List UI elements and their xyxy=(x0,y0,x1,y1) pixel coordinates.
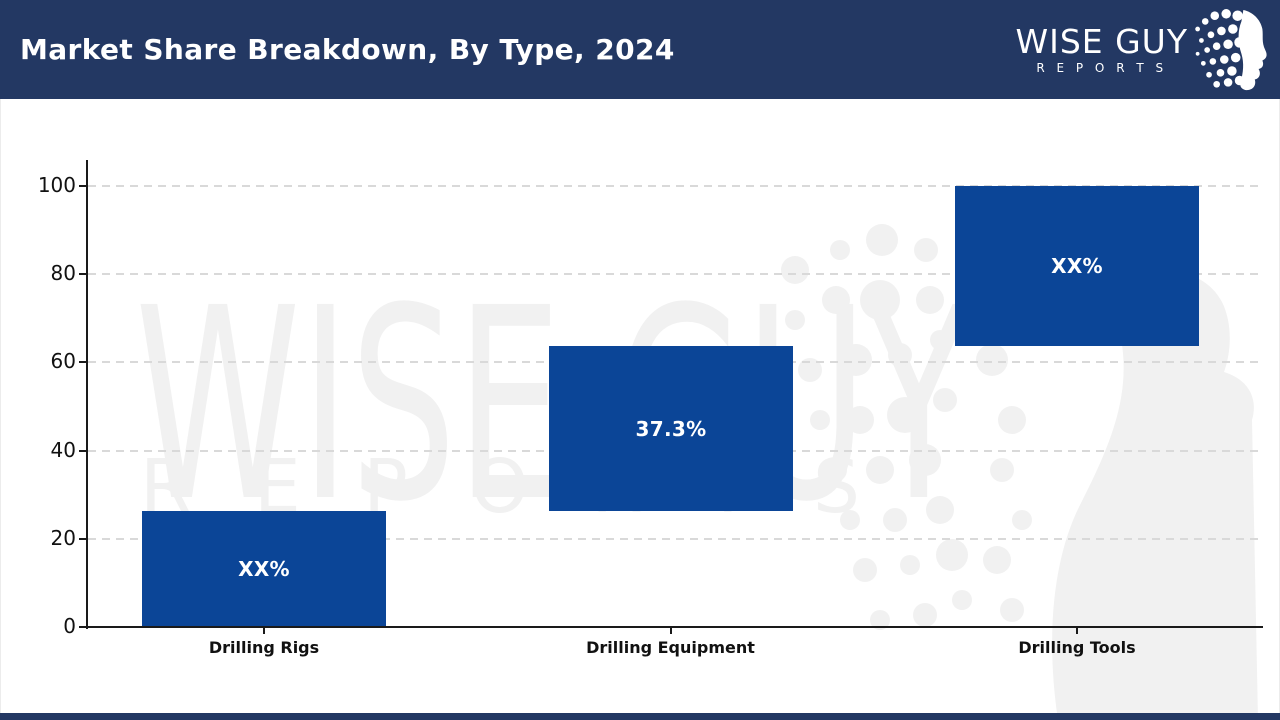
y-tick-label: 60 xyxy=(50,349,76,373)
logo-wordmark: WISE GUY xyxy=(1015,22,1188,61)
bar-value-label: XX% xyxy=(1051,254,1103,278)
logo-subtext: R E P O R T S xyxy=(1036,61,1168,75)
y-tick-mark xyxy=(79,273,86,275)
gridline xyxy=(88,538,1263,540)
y-tick-mark xyxy=(79,626,86,628)
logo-face-icon xyxy=(1195,8,1267,90)
y-tick-mark xyxy=(79,361,86,363)
y-tick-mark xyxy=(79,538,86,540)
y-tick-mark xyxy=(79,450,86,452)
x-tick-mark xyxy=(669,628,672,634)
y-tick-label: 0 xyxy=(63,614,76,638)
x-tick-mark xyxy=(1076,628,1078,634)
x-tick-mark xyxy=(263,628,265,634)
bar: 37.3% xyxy=(549,346,793,511)
wiseguy-logo: WISE GUY R E P O R T S xyxy=(1015,4,1270,96)
header-bar: Market Share Breakdown, By Type, 2024 WI… xyxy=(0,0,1280,99)
gridline xyxy=(88,185,1263,187)
x-axis-line xyxy=(86,626,1263,628)
y-tick-label: 20 xyxy=(50,526,76,550)
bar-value-label: 37.3% xyxy=(635,416,707,441)
watermark-face-dots xyxy=(781,224,1258,720)
gridline xyxy=(88,273,1263,275)
bar-value-label: XX% xyxy=(238,557,290,581)
y-tick-mark xyxy=(79,185,86,187)
x-category-label: Drilling Rigs xyxy=(208,638,320,657)
y-axis-line xyxy=(86,160,88,629)
y-tick-label: 100 xyxy=(37,173,76,197)
x-category-label: Drilling Tools xyxy=(1018,638,1136,657)
bar: XX% xyxy=(955,186,1199,346)
chart-title: Market Share Breakdown, By Type, 2024 xyxy=(20,33,675,66)
chart-plot-area: WISE GUY R E P O R T S xyxy=(0,99,1280,720)
footer-bar xyxy=(0,713,1280,720)
y-tick-label: 40 xyxy=(50,438,76,462)
watermark-face-profile xyxy=(1052,271,1258,720)
bar: XX% xyxy=(142,511,386,627)
x-category-label: Drilling Equipment xyxy=(586,638,755,657)
y-tick-label: 80 xyxy=(50,261,76,285)
